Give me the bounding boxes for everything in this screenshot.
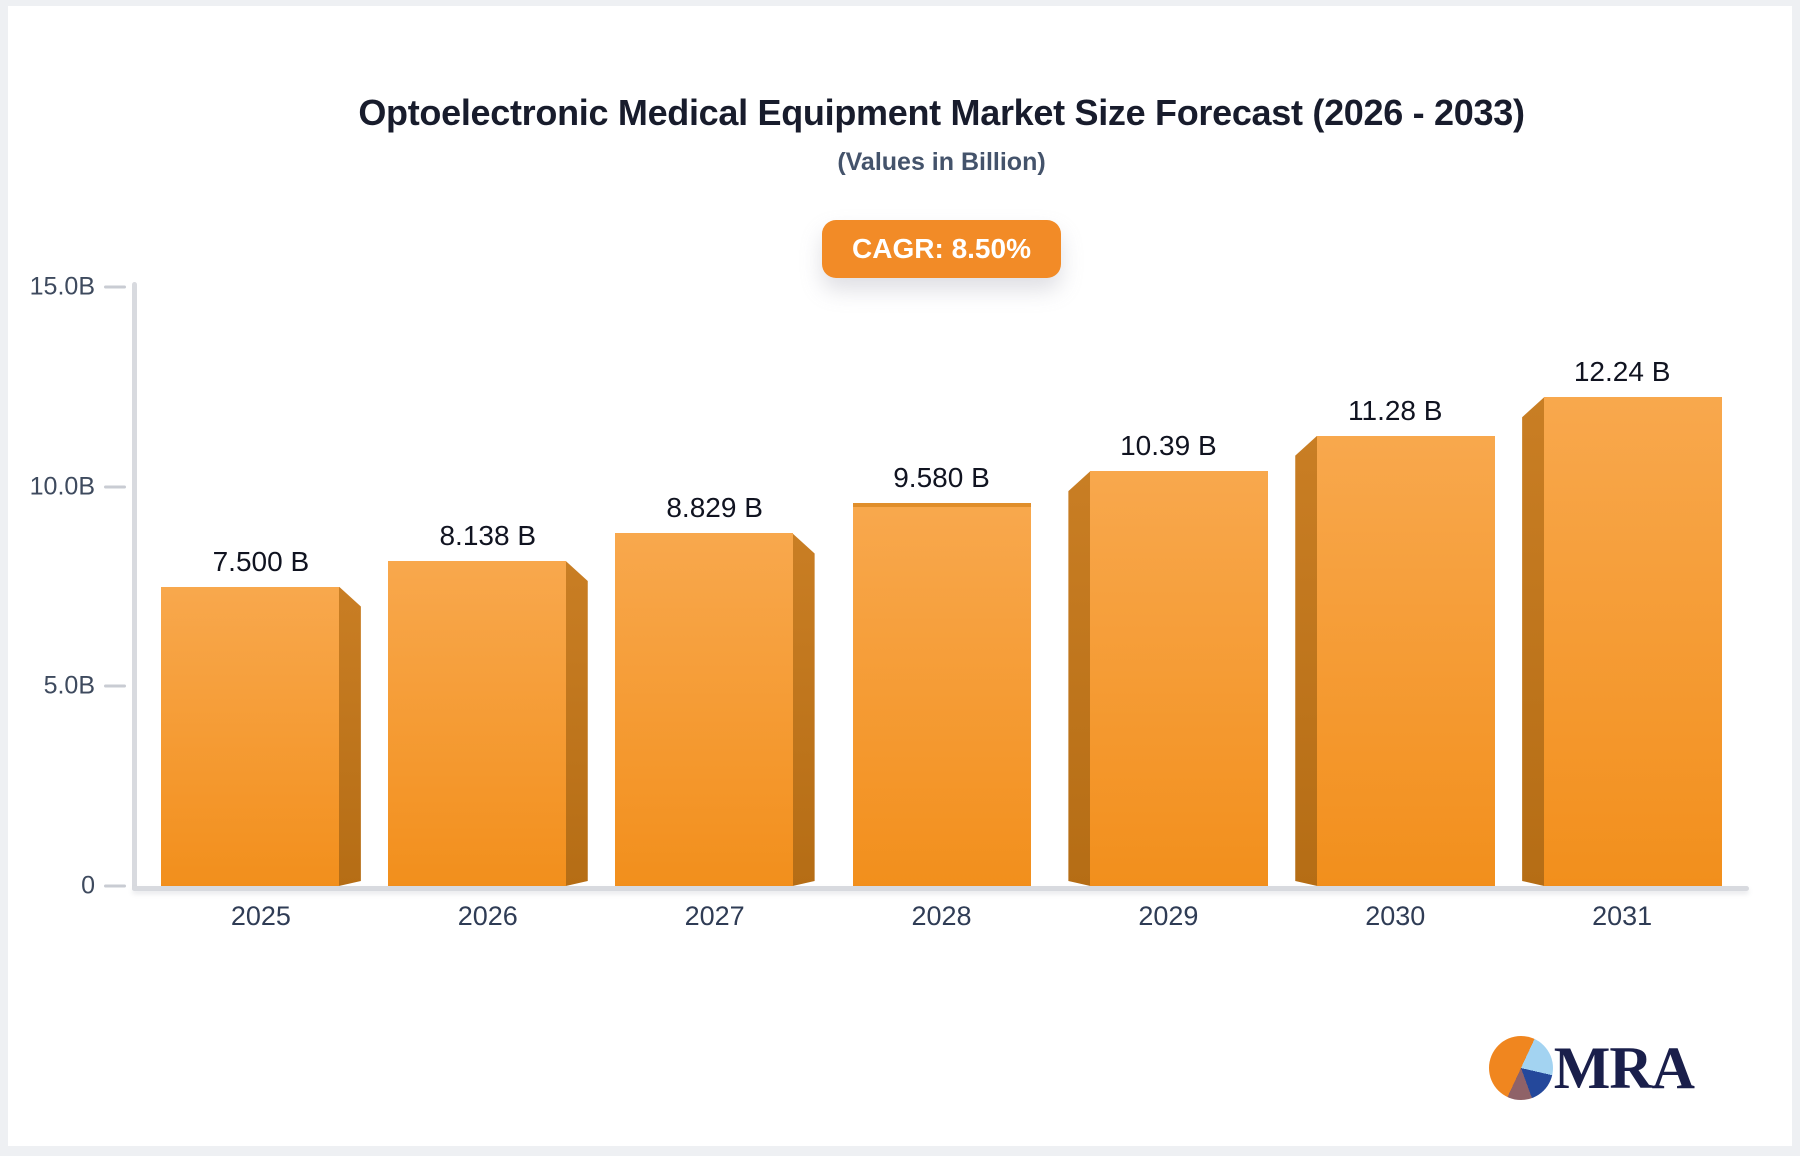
bar-face xyxy=(614,533,793,886)
bar-face xyxy=(160,586,339,886)
y-tick-label: 0 xyxy=(81,871,95,900)
page-subtitle: (Values in Billion) xyxy=(837,148,1046,176)
y-tick-mark xyxy=(104,485,126,489)
bar-value-label: 8.829 B xyxy=(666,492,763,524)
y-tick-mark xyxy=(104,285,126,289)
mra-logo: MRA xyxy=(1488,1035,1695,1101)
x-label-2025: 2025 xyxy=(230,901,291,931)
y-axis-line xyxy=(132,282,137,891)
bars-row: 7.500 B 8.138 B 8.829 B 9.580 B 10.39 B 11.28… xyxy=(134,287,1749,886)
bar-2031: 12.24 B xyxy=(1522,287,1723,886)
x-label-2029: 2029 xyxy=(1138,901,1199,931)
x-label-2027: 2027 xyxy=(684,901,745,931)
y-tick-0: 0 xyxy=(81,872,126,901)
bar-shape xyxy=(614,533,815,886)
bar-3d-side xyxy=(1068,471,1090,886)
y-tick-15.0B: 15.0B xyxy=(30,273,126,302)
y-tick-mark xyxy=(104,884,126,888)
bar-value-label: 12.24 B xyxy=(1573,356,1671,388)
bar-shape xyxy=(842,503,1042,886)
bar-face xyxy=(1544,397,1723,886)
bar-shape xyxy=(387,561,588,886)
y-tick-label: 5.0B xyxy=(43,671,95,700)
x-axis-line xyxy=(132,886,1749,891)
bar-2030: 11.28 B xyxy=(1295,287,1496,886)
bar-2027: 8.829 B xyxy=(614,287,815,886)
page-title: Optoelectronic Medical Equipment Market … xyxy=(358,92,1525,133)
bar-3d-side xyxy=(793,533,815,886)
bar-face xyxy=(1090,471,1269,886)
x-label-2026: 2026 xyxy=(457,901,518,931)
bar-face xyxy=(1317,435,1496,886)
bar-3d-side xyxy=(339,587,361,887)
bar-shape xyxy=(1522,397,1723,886)
bar-2029: 10.39 B xyxy=(1068,287,1269,886)
cagr-badge-wrap: CAGR: 8.50% xyxy=(134,220,1749,278)
x-label-2031: 2031 xyxy=(1592,901,1653,931)
y-tick-label: 10.0B xyxy=(29,472,95,501)
mra-logo-text: MRA xyxy=(1553,1035,1695,1101)
bar-value-label: 11.28 B xyxy=(1348,394,1443,426)
bar-3d-side xyxy=(566,561,588,886)
bar-3d-side xyxy=(1522,397,1544,886)
x-label-2030: 2030 xyxy=(1365,901,1426,931)
mra-pie-chart-icon xyxy=(1488,1036,1553,1100)
bar-value-label: 8.138 B xyxy=(439,520,537,552)
bar-shape xyxy=(1068,471,1269,886)
x-label-2028: 2028 xyxy=(911,901,972,931)
y-axis: 15.0B 10.0B 5.0B 0 xyxy=(8,273,126,900)
bar-shape xyxy=(1295,435,1496,886)
bar-value-label: 10.39 B xyxy=(1120,430,1217,462)
bar-2025: 7.500 B xyxy=(160,287,361,887)
chart-card: Optoelectronic Medical Equipment Market … xyxy=(8,6,1792,1146)
bar-value-label: 9.580 B xyxy=(893,462,990,494)
bar-shape xyxy=(160,586,361,887)
y-tick-mark xyxy=(104,684,126,688)
y-tick-label: 15.0B xyxy=(29,272,95,301)
cagr-badge: CAGR: 8.50% xyxy=(822,220,1061,278)
x-labels-row: 2025 2026 2027 2028 2029 2030 2031 xyxy=(134,901,1749,932)
bar-2026: 8.138 B xyxy=(387,287,588,886)
bar-3d-side xyxy=(1295,436,1317,886)
bar-2028: 9.580 B xyxy=(842,287,1042,886)
bar-face xyxy=(852,503,1031,886)
y-tick-10.0B: 10.0B xyxy=(30,472,126,501)
bar-value-label: 7.500 B xyxy=(212,545,310,577)
y-tick-5.0B: 5.0B xyxy=(44,672,126,701)
bar-face xyxy=(387,561,566,886)
